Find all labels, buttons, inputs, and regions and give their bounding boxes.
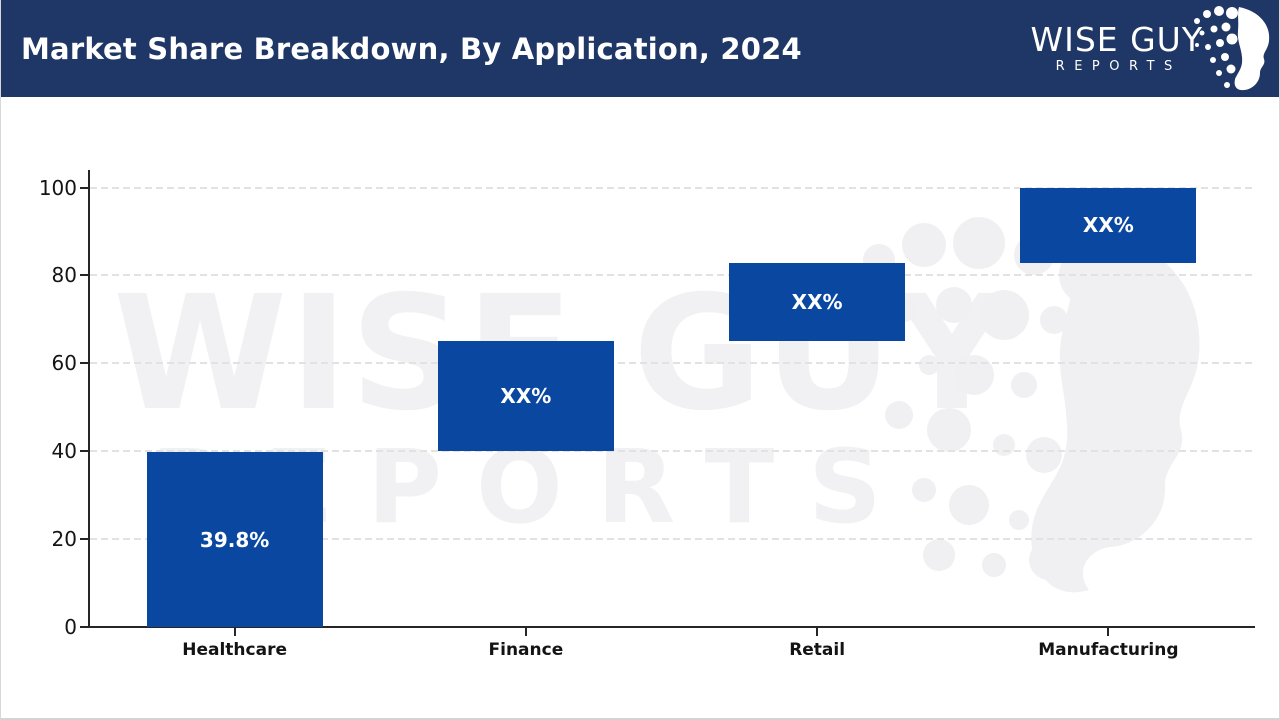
bar-finance bbox=[437, 341, 614, 452]
y-tick-mark bbox=[80, 626, 88, 628]
logo-wordmark: WISE GUY bbox=[1030, 20, 1203, 59]
x-tick-mark bbox=[1107, 628, 1110, 636]
y-tick-label: 60 bbox=[51, 351, 77, 376]
y-tick-mark bbox=[80, 450, 88, 453]
y-tick-label: 80 bbox=[51, 263, 77, 288]
x-tick-mark bbox=[524, 628, 527, 636]
bar-retail bbox=[729, 263, 906, 342]
x-tick-label: Retail bbox=[789, 640, 846, 660]
y-tick-mark bbox=[80, 538, 88, 541]
y-tick-mark bbox=[80, 362, 88, 365]
bar-value-label: 39.8% bbox=[199, 527, 270, 552]
gridline-60 bbox=[90, 362, 1254, 365]
gridline-20 bbox=[90, 538, 1254, 541]
x-axis-line bbox=[88, 626, 1255, 628]
wise-guy-reports-logo: WISE GUY REPORTS bbox=[1030, 5, 1273, 93]
y-tick-mark bbox=[80, 186, 88, 189]
bar-value-label: XX% bbox=[791, 290, 843, 315]
x-tick-mark bbox=[233, 628, 236, 636]
y-tick-label: 100 bbox=[38, 175, 77, 200]
logo-text: WISE GUY REPORTS bbox=[1030, 23, 1203, 74]
bar-value-label: XX% bbox=[500, 384, 552, 409]
header-bar: Market Share Breakdown, By Application, … bbox=[1, 0, 1279, 97]
y-tick-label: 0 bbox=[64, 615, 77, 639]
x-tick-label: Healthcare bbox=[182, 640, 287, 660]
y-tick-mark bbox=[80, 274, 88, 277]
x-tick-label: Manufacturing bbox=[1038, 640, 1179, 660]
x-tick-mark bbox=[816, 628, 819, 636]
bar-healthcare bbox=[146, 452, 323, 627]
gridline-100 bbox=[90, 186, 1254, 189]
logo-face-icon bbox=[1194, 5, 1270, 90]
logo-subtext: REPORTS bbox=[1055, 59, 1182, 74]
y-tick-label: 40 bbox=[51, 439, 77, 464]
bar-manufacturing bbox=[1020, 187, 1197, 264]
x-tick-label: Finance bbox=[488, 640, 564, 660]
gridline-40 bbox=[90, 450, 1254, 453]
bar-value-label: XX% bbox=[1082, 213, 1134, 238]
y-tick-label: 20 bbox=[51, 527, 77, 552]
gridline-80 bbox=[90, 274, 1254, 277]
y-axis-line bbox=[88, 170, 90, 628]
chart-title: Market Share Breakdown, By Application, … bbox=[21, 31, 802, 66]
